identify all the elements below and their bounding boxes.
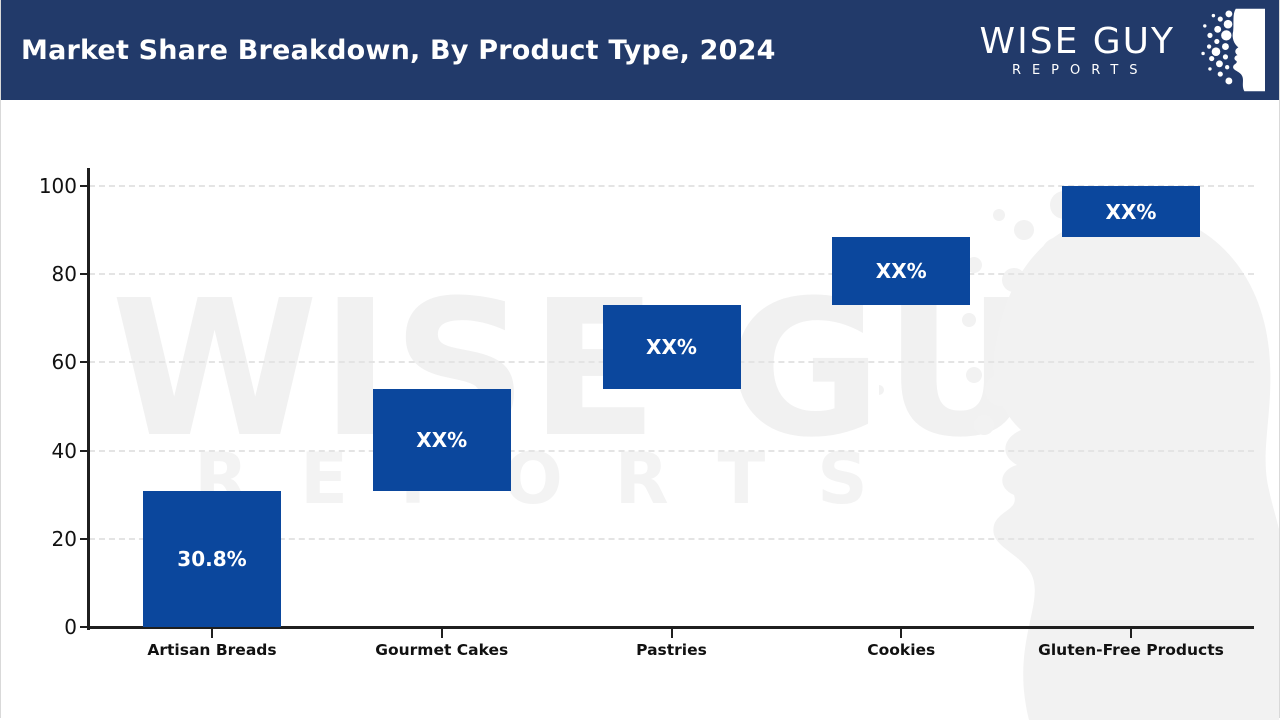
x-tick-0 xyxy=(211,629,213,638)
y-tick-label-100: 100 xyxy=(38,173,77,198)
y-tick-label-80: 80 xyxy=(51,262,77,287)
gridline-40 xyxy=(89,449,1254,452)
bar-value-label: XX% xyxy=(1105,199,1157,224)
y-tick-100 xyxy=(80,184,89,187)
bar-gourmet-cakes: XX% xyxy=(372,388,511,492)
plot-area: WISE GUY REPORTS 0 20 40 60 80 100 30.8% Artisa… xyxy=(1,100,1279,720)
bar-cookies: XX% xyxy=(832,237,971,305)
y-tick-label-60: 60 xyxy=(51,350,77,375)
category-label-3: Cookies xyxy=(867,641,936,659)
y-axis-spine xyxy=(87,167,90,630)
chart-title: Market Share Breakdown, By Product Type,… xyxy=(21,34,776,66)
bar-artisan-breads: 30.8% xyxy=(143,491,281,627)
x-axis-spine xyxy=(87,626,1254,629)
header-bar: Market Share Breakdown, By Product Type,… xyxy=(1,0,1279,100)
y-tick-60 xyxy=(80,361,89,364)
y-tick-80 xyxy=(80,273,89,276)
x-tick-4 xyxy=(1130,629,1132,638)
gridline-100 xyxy=(89,184,1254,187)
y-tick-0 xyxy=(80,626,89,628)
y-tick-label-40: 40 xyxy=(51,438,77,463)
gridline-20 xyxy=(89,537,1254,540)
bar-pastries: XX% xyxy=(602,304,741,389)
y-tick-20 xyxy=(80,537,89,540)
gridline-80 xyxy=(89,273,1254,276)
y-tick-label-20: 20 xyxy=(51,526,77,551)
bar-value-label: XX% xyxy=(646,334,697,359)
watermark-subtitle: REPORTS xyxy=(194,438,920,520)
x-tick-3 xyxy=(900,629,903,638)
category-label-0: Artisan Breads xyxy=(147,641,277,659)
category-label-1: Gourmet Cakes xyxy=(375,641,509,659)
x-tick-2 xyxy=(670,629,673,638)
wise-guy-reports-logo: WISE GUY REPORTS xyxy=(979,6,1265,94)
bar-value-label: XX% xyxy=(416,427,468,452)
bar-gluten-free-products: XX% xyxy=(1062,185,1200,238)
category-label-4: Gluten-Free Products xyxy=(1038,641,1224,659)
watermark-face-graphic xyxy=(879,191,1279,720)
y-tick-40 xyxy=(80,449,89,452)
logo-text: WISE GUY REPORTS xyxy=(979,20,1176,78)
category-label-2: Pastries xyxy=(636,641,707,659)
y-tick-label-0: 0 xyxy=(64,615,77,639)
logo-subtitle: REPORTS xyxy=(1011,62,1149,78)
logo-wordmark: WISE GUY xyxy=(979,20,1175,62)
bar-value-label: 30.8% xyxy=(177,547,247,572)
x-tick-1 xyxy=(440,629,443,638)
logo-face-icon xyxy=(1201,8,1265,92)
bar-value-label: XX% xyxy=(875,259,927,284)
